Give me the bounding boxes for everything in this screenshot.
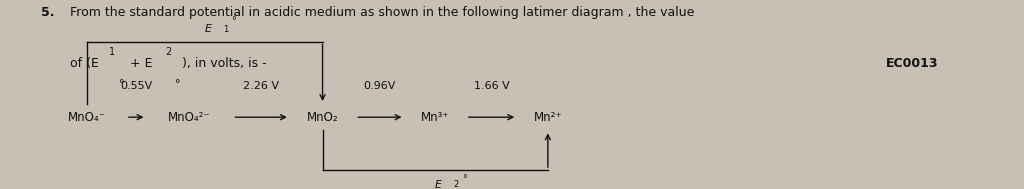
Text: 1.66 V: 1.66 V <box>474 81 509 91</box>
Text: MnO₄²⁻: MnO₄²⁻ <box>168 111 211 124</box>
Text: MnO₄⁻: MnO₄⁻ <box>69 111 105 124</box>
Text: ), in volts, is -: ), in volts, is - <box>182 57 267 70</box>
Text: 0.96V: 0.96V <box>364 81 396 91</box>
Text: E: E <box>435 180 442 189</box>
Text: 5.: 5. <box>41 6 54 19</box>
Text: 2.26 V: 2.26 V <box>243 81 280 91</box>
Text: MnO₂: MnO₂ <box>307 111 338 124</box>
Text: EC0013: EC0013 <box>886 57 938 70</box>
Text: + E: + E <box>126 57 153 70</box>
Text: Mn³⁺: Mn³⁺ <box>421 111 450 124</box>
Text: °: ° <box>462 174 467 184</box>
Text: From the standard potential in acidic medium as shown in the following latimer d: From the standard potential in acidic me… <box>70 6 694 19</box>
Text: °: ° <box>175 79 180 89</box>
Text: °: ° <box>231 16 237 26</box>
Text: 2: 2 <box>165 47 171 57</box>
Text: 0.55V: 0.55V <box>120 81 153 91</box>
Text: 1: 1 <box>223 25 228 34</box>
Text: of (E: of (E <box>70 57 98 70</box>
Text: 1: 1 <box>109 47 115 57</box>
Text: Mn²⁺: Mn²⁺ <box>534 111 562 124</box>
Text: E: E <box>205 24 212 34</box>
Text: 2: 2 <box>454 180 459 189</box>
Text: °: ° <box>119 79 124 89</box>
